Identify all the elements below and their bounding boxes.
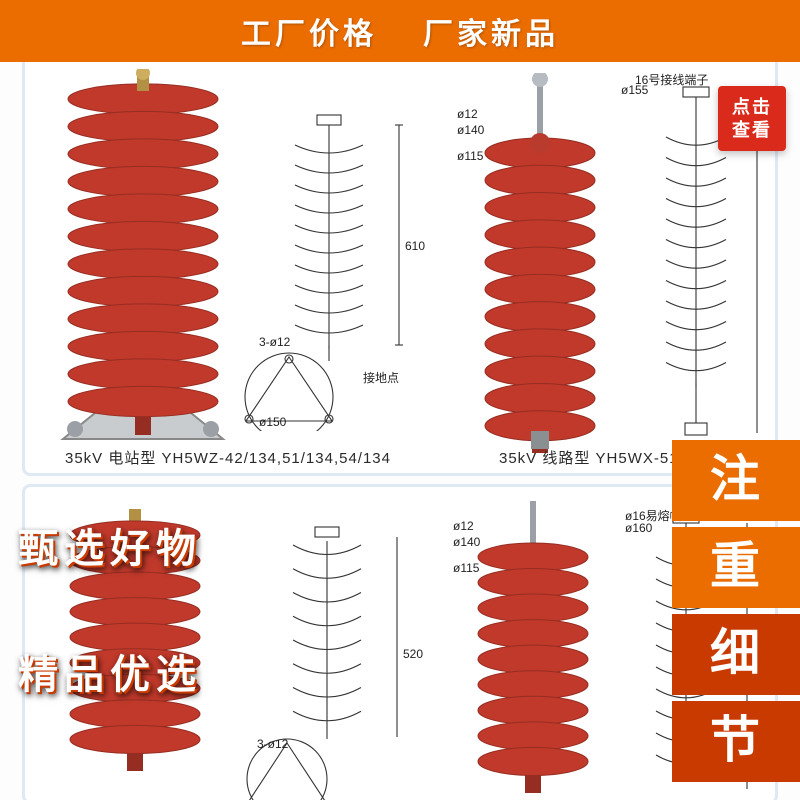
pill-3: 节: [672, 701, 800, 782]
anno-ground-a: 接地点: [363, 369, 399, 386]
pill-1: 重: [672, 527, 800, 608]
anno-b-conn-top: 16号接线端子: [635, 71, 708, 88]
canvas: ø140 ø115 ø12 610 3-ø12 ø150 接地点 35kV 电站…: [0, 0, 800, 800]
arrester-photo-b-top: [465, 73, 615, 453]
anno-boltc-a: 3-ø12: [259, 335, 290, 349]
banner-top-right: 厂家新品: [423, 9, 559, 53]
cta-line1: 点击: [732, 97, 772, 117]
banner-top: 工厂价格 厂家新品: [0, 0, 800, 62]
pill-2: 细: [672, 614, 800, 695]
anno2-h: 520: [403, 647, 423, 661]
overlay-right-pills: 注 重 细 节: [672, 440, 800, 782]
overlay-bottom-left: 甄选好物 精品优选: [0, 426, 238, 800]
pill-0: 注: [672, 440, 800, 521]
arrester-photo-a-top: [43, 69, 243, 469]
arrester-photo-b-bot: [463, 501, 603, 800]
banner-top-left: 工厂价格: [241, 9, 377, 53]
cta-badge[interactable]: 点击 查看: [718, 86, 786, 151]
panel-top: ø140 ø115 ø12 610 3-ø12 ø150 接地点 35kV 电站…: [22, 36, 778, 476]
anno-h-a: 610: [405, 239, 425, 253]
overlay-bl-line2: 精品优选: [18, 654, 202, 696]
cta-line2: 查看: [732, 120, 772, 140]
overlay-bl-line1: 甄选好物: [18, 528, 202, 570]
anno-basesp-a: ø150: [259, 415, 286, 429]
